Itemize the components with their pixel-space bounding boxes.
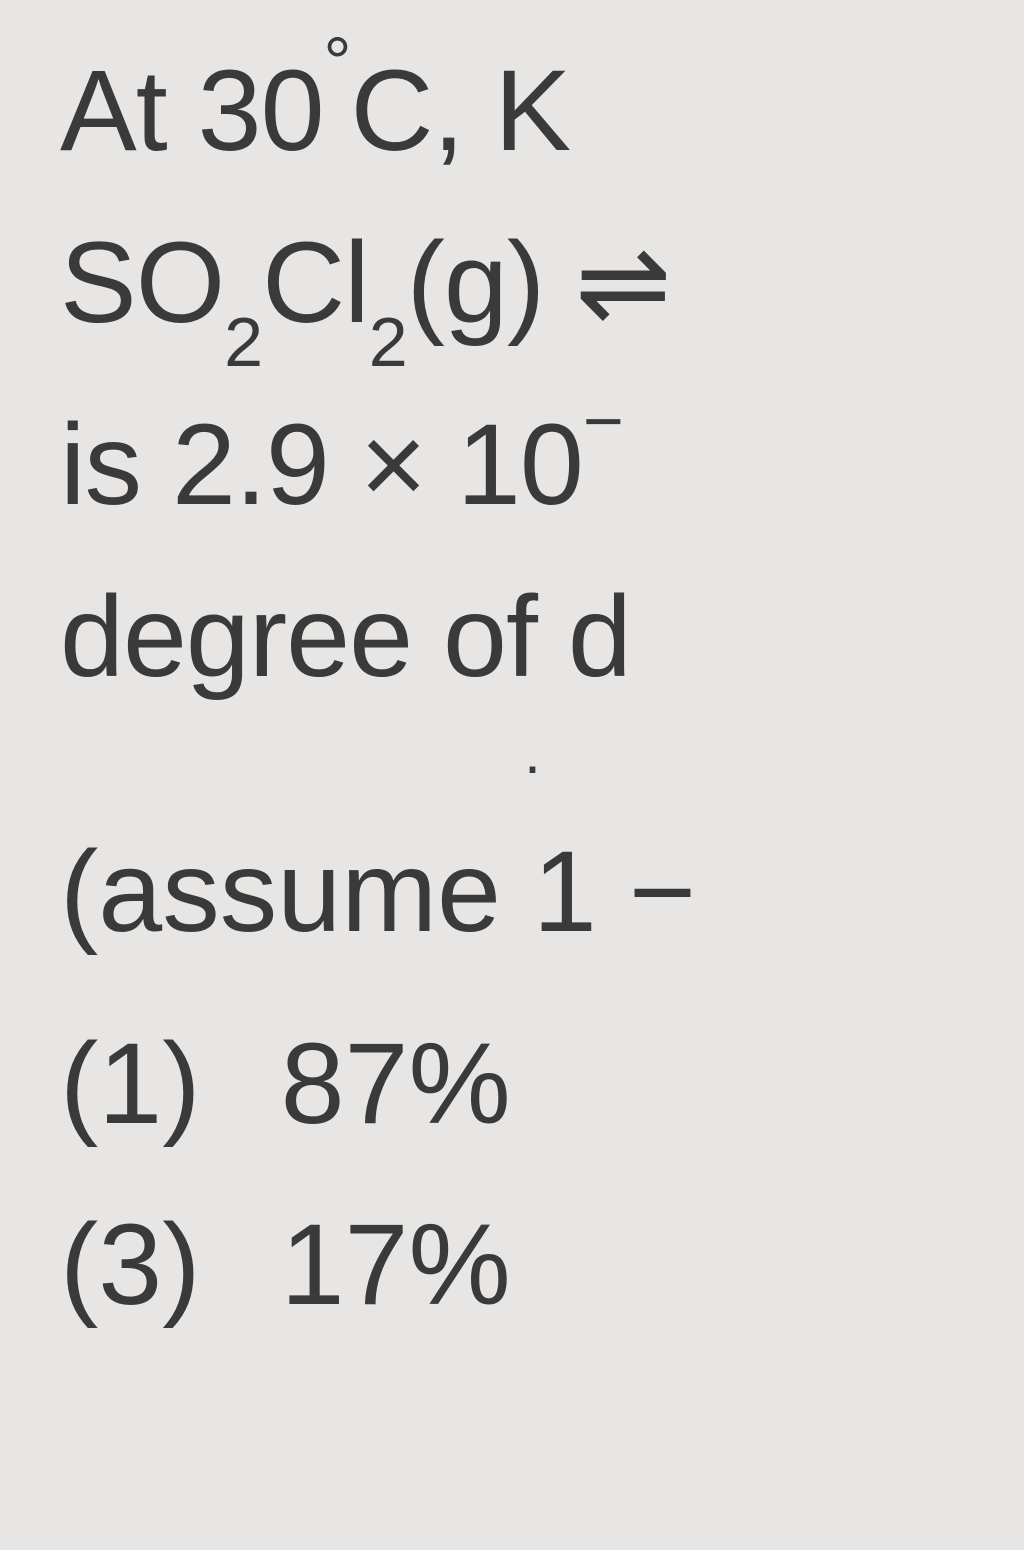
line3-pre: is 2.9 × 10 bbox=[60, 401, 583, 529]
option-3-value: 17% bbox=[281, 1194, 511, 1338]
dot-line: · bbox=[60, 728, 1004, 803]
formula-so: SO bbox=[60, 219, 224, 347]
option-3-number: (3) bbox=[60, 1194, 201, 1338]
line1-post: C, K bbox=[351, 47, 571, 175]
line-1: At 30°C, K bbox=[60, 40, 1004, 184]
degree-symbol: ° bbox=[324, 23, 351, 101]
dot: · bbox=[523, 732, 542, 799]
formula-sub2: 2 bbox=[369, 303, 407, 381]
line1-pre: At 30 bbox=[60, 47, 324, 175]
formula-cl: Cl bbox=[262, 219, 369, 347]
option-1-row: (1) 87% bbox=[60, 1013, 1004, 1157]
option-1-value: 87% bbox=[281, 1013, 511, 1157]
formula-sub1: 2 bbox=[224, 303, 262, 381]
option-3-row: (3) 17% bbox=[60, 1194, 1004, 1338]
option-1-number: (1) bbox=[60, 1013, 201, 1157]
line5-text: (assume 1 − bbox=[60, 828, 696, 956]
formula-state: (g) bbox=[407, 219, 576, 347]
line3-sup: − bbox=[583, 382, 623, 460]
question-text-block: At 30°C, K SO2Cl2(g) ⇌ is 2.9 × 10− degr… bbox=[0, 0, 1024, 1358]
line-3: is 2.9 × 10− bbox=[60, 394, 1004, 538]
equilibrium-symbol: ⇌ bbox=[575, 219, 670, 347]
line-5: (assume 1 − bbox=[60, 821, 1004, 965]
line-4: degree of d bbox=[60, 566, 1004, 710]
line-2: SO2Cl2(g) ⇌ bbox=[60, 212, 1004, 367]
line4-text: degree of d bbox=[60, 573, 631, 701]
